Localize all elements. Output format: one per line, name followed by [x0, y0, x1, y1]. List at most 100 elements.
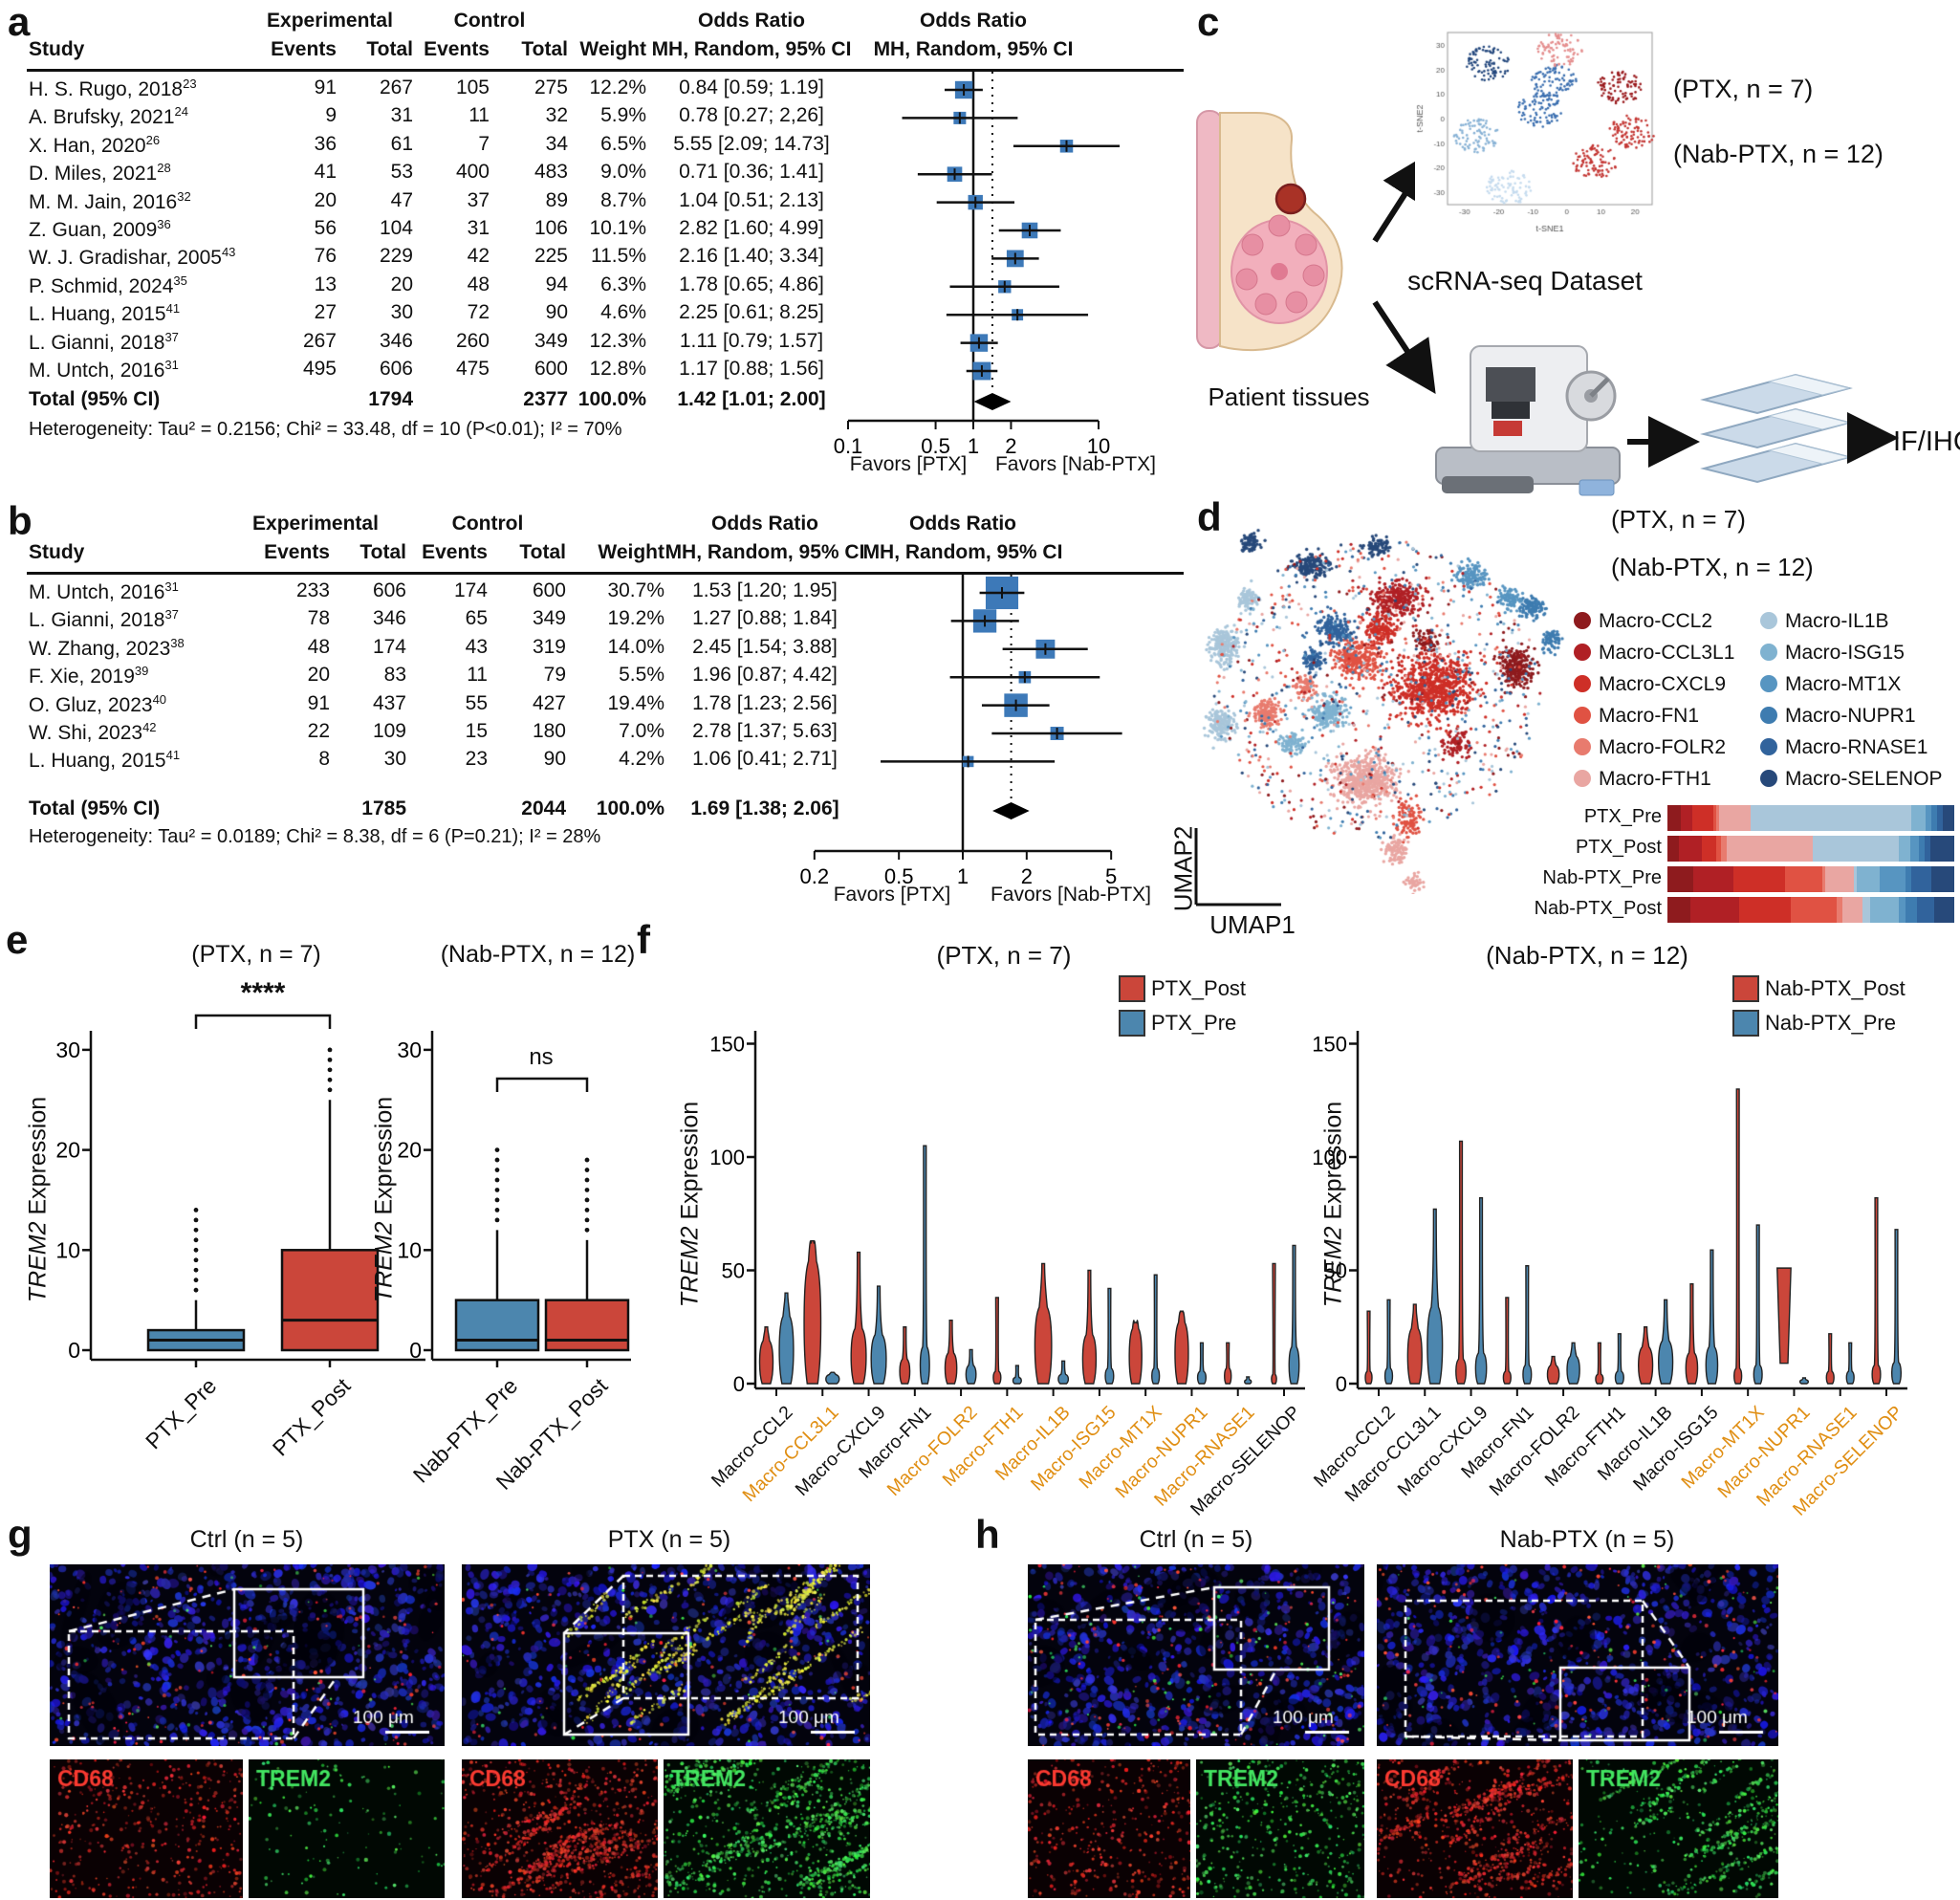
exp-events: 91	[314, 76, 337, 98]
bar-segment-macro-selenop	[1943, 805, 1954, 831]
bar-segment-macro-ccl3l1	[1690, 897, 1739, 923]
bar-segment-macro-ccl2	[1667, 897, 1690, 923]
bar-segment-macro-fth1	[1719, 805, 1751, 831]
y-tick-label: 0	[733, 1372, 745, 1396]
ctrl-events: 55	[465, 691, 488, 714]
col-header-weight: Weight	[579, 38, 646, 60]
exp-events: 76	[314, 245, 337, 268]
violin-post	[1595, 1342, 1604, 1385]
study-ref: 31	[164, 358, 179, 372]
trem2-ylabel-e-right: TREM2 Expression	[371, 1042, 399, 1358]
study-ref: 40	[152, 691, 167, 707]
outlier-dot	[584, 1188, 590, 1192]
g-ctrl-cd68-image	[50, 1759, 243, 1898]
violin-pre	[1753, 1224, 1763, 1385]
weight: 4.2%	[619, 748, 664, 771]
x-tick-label: 2	[1005, 434, 1016, 458]
lobule	[1254, 293, 1277, 316]
weight: 30.7%	[607, 579, 664, 601]
bar-segment-macro-isg15	[1857, 866, 1880, 892]
ctrl-total: 319	[532, 635, 566, 658]
violin-pre	[1614, 1333, 1624, 1385]
exp-total: 267	[379, 76, 413, 98]
or-ci-text: 1.27 [0.88; 1.84]	[692, 607, 838, 630]
trem2-ylabel-f-right: TREM2 Expression	[1320, 1047, 1348, 1363]
outlier-dot	[584, 1227, 590, 1233]
violin-pre	[1474, 1196, 1488, 1385]
violin-post	[850, 1251, 867, 1385]
violin-post	[1034, 1262, 1053, 1385]
violin-post	[803, 1239, 822, 1385]
legend-label-macro: Macro-RNASE1	[1785, 736, 1928, 758]
sig-stars-label: ****	[240, 977, 286, 1009]
ctrl-events: 7	[478, 132, 490, 155]
ctrl-total: 349	[532, 607, 566, 630]
nab-ptx-n-label: (Nab-PTX, n = 12)	[1673, 140, 1884, 168]
blue-pad	[1579, 479, 1615, 496]
weight: 9.0%	[600, 161, 646, 184]
bar-segment-macro-il1b	[1862, 897, 1870, 923]
ctrl-total: 427	[532, 691, 566, 714]
bar-segment-macro-folr2	[1720, 836, 1727, 862]
bar-segment-macro-il1b	[1812, 836, 1899, 862]
ctrl-events: 42	[467, 245, 490, 268]
bar-segment-macro-ccl3l1	[1693, 866, 1733, 892]
violin-pre	[1288, 1244, 1300, 1385]
weight: 12.8%	[589, 358, 646, 380]
x-tick-label: 5	[1105, 864, 1117, 888]
legend-dot-macro-folr2	[1574, 738, 1591, 755]
gene-italic: TREM2	[24, 1221, 52, 1303]
ctrl-events: 31	[467, 217, 490, 239]
col-header-method: MH, Random, 95% CI	[651, 38, 852, 60]
legend-nab-post-label: Nab-PTX_Post	[1765, 976, 1906, 1000]
bar-segment-macro-isg15	[1898, 836, 1910, 862]
pooled-diamond	[973, 393, 1012, 410]
violin-plots: 0 50 100 150 0 50 100 150	[709, 1031, 1907, 1396]
trem2-ylabel-e-left: TREM2 Expression	[25, 1042, 53, 1358]
weight: 12.2%	[589, 76, 646, 98]
x-tick-label: 0.1	[834, 434, 863, 458]
ctrl-total: 106	[534, 217, 568, 239]
exp-events: 495	[302, 358, 337, 380]
g-ptx-if-image	[462, 1564, 870, 1746]
study-ref: 43	[221, 245, 236, 260]
bar-segment-macro-rnase1	[1917, 897, 1934, 923]
outlier-dot	[494, 1217, 500, 1223]
legend-dot-macro-il1b	[1760, 612, 1777, 629]
ctrl-events: 105	[455, 76, 490, 98]
exp-events: 20	[314, 188, 337, 211]
ctrl-events: 475	[455, 358, 490, 380]
exp-events: 22	[307, 720, 330, 742]
exp-total: 47	[390, 188, 413, 211]
violin-post	[1871, 1196, 1882, 1385]
violin-pre	[1383, 1299, 1394, 1385]
study-name: X. Han, 202026	[29, 132, 161, 157]
breast-illustration	[1196, 110, 1343, 352]
exp-total: 104	[379, 217, 413, 239]
or-ci-text: 1.96 [0.87; 4.42]	[692, 664, 838, 687]
exp-total: 61	[390, 132, 413, 155]
b-favors-left: Favors [PTX]	[833, 884, 951, 906]
patient-tissues-label: Patient tissues	[1208, 382, 1370, 411]
h-nab-cd68-image	[1377, 1759, 1573, 1898]
total-weight: 100.0%	[577, 388, 646, 410]
violin-post	[1733, 1088, 1743, 1385]
ylabel-rest: Expression	[24, 1096, 52, 1222]
umap-axes	[1194, 828, 1281, 906]
forest-header-method: MH, Random, 95% CI	[862, 541, 1063, 563]
bar-segment-macro-fth1	[1726, 836, 1813, 862]
ctrl-events: 174	[453, 579, 488, 601]
boxplot-nab-title: (Nab-PTX, n = 12)	[440, 941, 636, 968]
outlier-dot	[494, 1188, 500, 1192]
y-tick-label: 0	[68, 1338, 80, 1363]
violin-pre	[1658, 1299, 1674, 1385]
exp-total: 346	[379, 329, 413, 352]
outlier-dot	[327, 1047, 333, 1053]
x-tick-label: 2	[1021, 864, 1033, 888]
blade-holder	[1492, 402, 1530, 419]
h-ctrl-cd68-image	[1028, 1759, 1190, 1898]
or-ci-text: 0.71 [0.36; 1.41]	[679, 161, 824, 184]
slide	[1700, 407, 1853, 449]
lobule	[1285, 291, 1308, 314]
bar-segment-macro-fn1	[1791, 897, 1837, 923]
